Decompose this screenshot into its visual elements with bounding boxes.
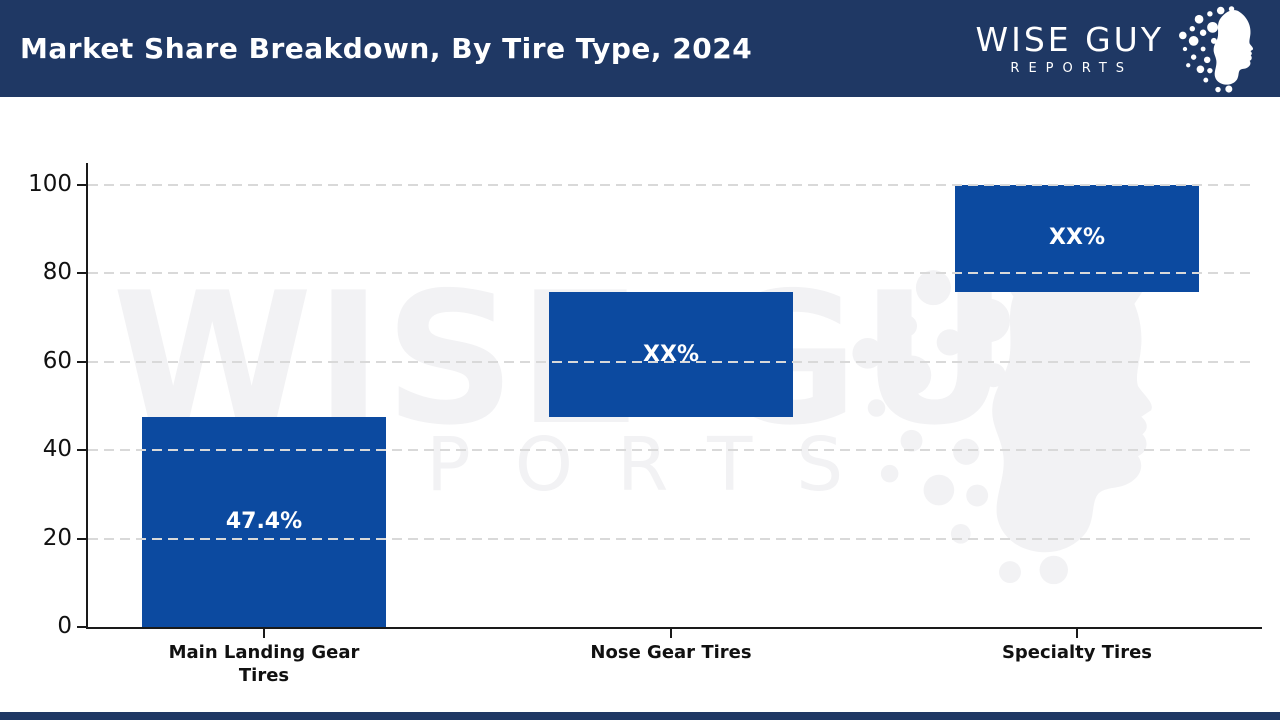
- x-category-label: Specialty Tires: [1001, 642, 1153, 663]
- x-category-label: Nose Gear Tires: [590, 642, 752, 663]
- bar-value-label: XX%: [643, 341, 699, 367]
- y-tick: [77, 537, 86, 540]
- y-tick: [77, 449, 86, 452]
- y-tick-label: 40: [42, 436, 72, 463]
- brand-face-icon: [1170, 3, 1266, 95]
- page-title: Market Share Breakdown, By Tire Type, 20…: [20, 32, 753, 65]
- x-tick: [1076, 629, 1078, 638]
- y-tick-label: 20: [42, 524, 72, 551]
- gridline: [88, 449, 1252, 452]
- brand-name: WISE GUY: [975, 19, 1164, 59]
- x-category-label: Main Landing Gear Tires: [168, 642, 360, 686]
- x-tick: [670, 629, 672, 638]
- bar-value-label: XX%: [1049, 225, 1105, 251]
- brand-logo: WISE GUY REPORTS: [975, 0, 1266, 97]
- bar-segment: [142, 417, 386, 627]
- x-tick: [263, 629, 265, 638]
- y-axis-line: [86, 163, 88, 629]
- footer-bar: [0, 712, 1280, 720]
- gridline: [88, 360, 1252, 363]
- y-tick: [77, 626, 86, 628]
- y-tick-label: 100: [28, 171, 72, 197]
- y-tick: [77, 272, 86, 275]
- x-axis-line: [86, 627, 1262, 629]
- y-tick-label: 60: [42, 347, 72, 374]
- gridline: [88, 184, 1252, 186]
- y-tick-label: 80: [42, 259, 72, 286]
- gridline: [88, 537, 1252, 540]
- y-tick: [77, 360, 86, 363]
- y-tick-label: 0: [57, 613, 72, 639]
- bar-segment: [549, 291, 793, 418]
- y-tick: [77, 184, 86, 186]
- bar-value-label: 47.4%: [225, 509, 303, 535]
- gridline: [88, 272, 1252, 275]
- header-bar: Market Share Breakdown, By Tire Type, 20…: [0, 0, 1280, 97]
- brand-subname: REPORTS: [1010, 60, 1134, 76]
